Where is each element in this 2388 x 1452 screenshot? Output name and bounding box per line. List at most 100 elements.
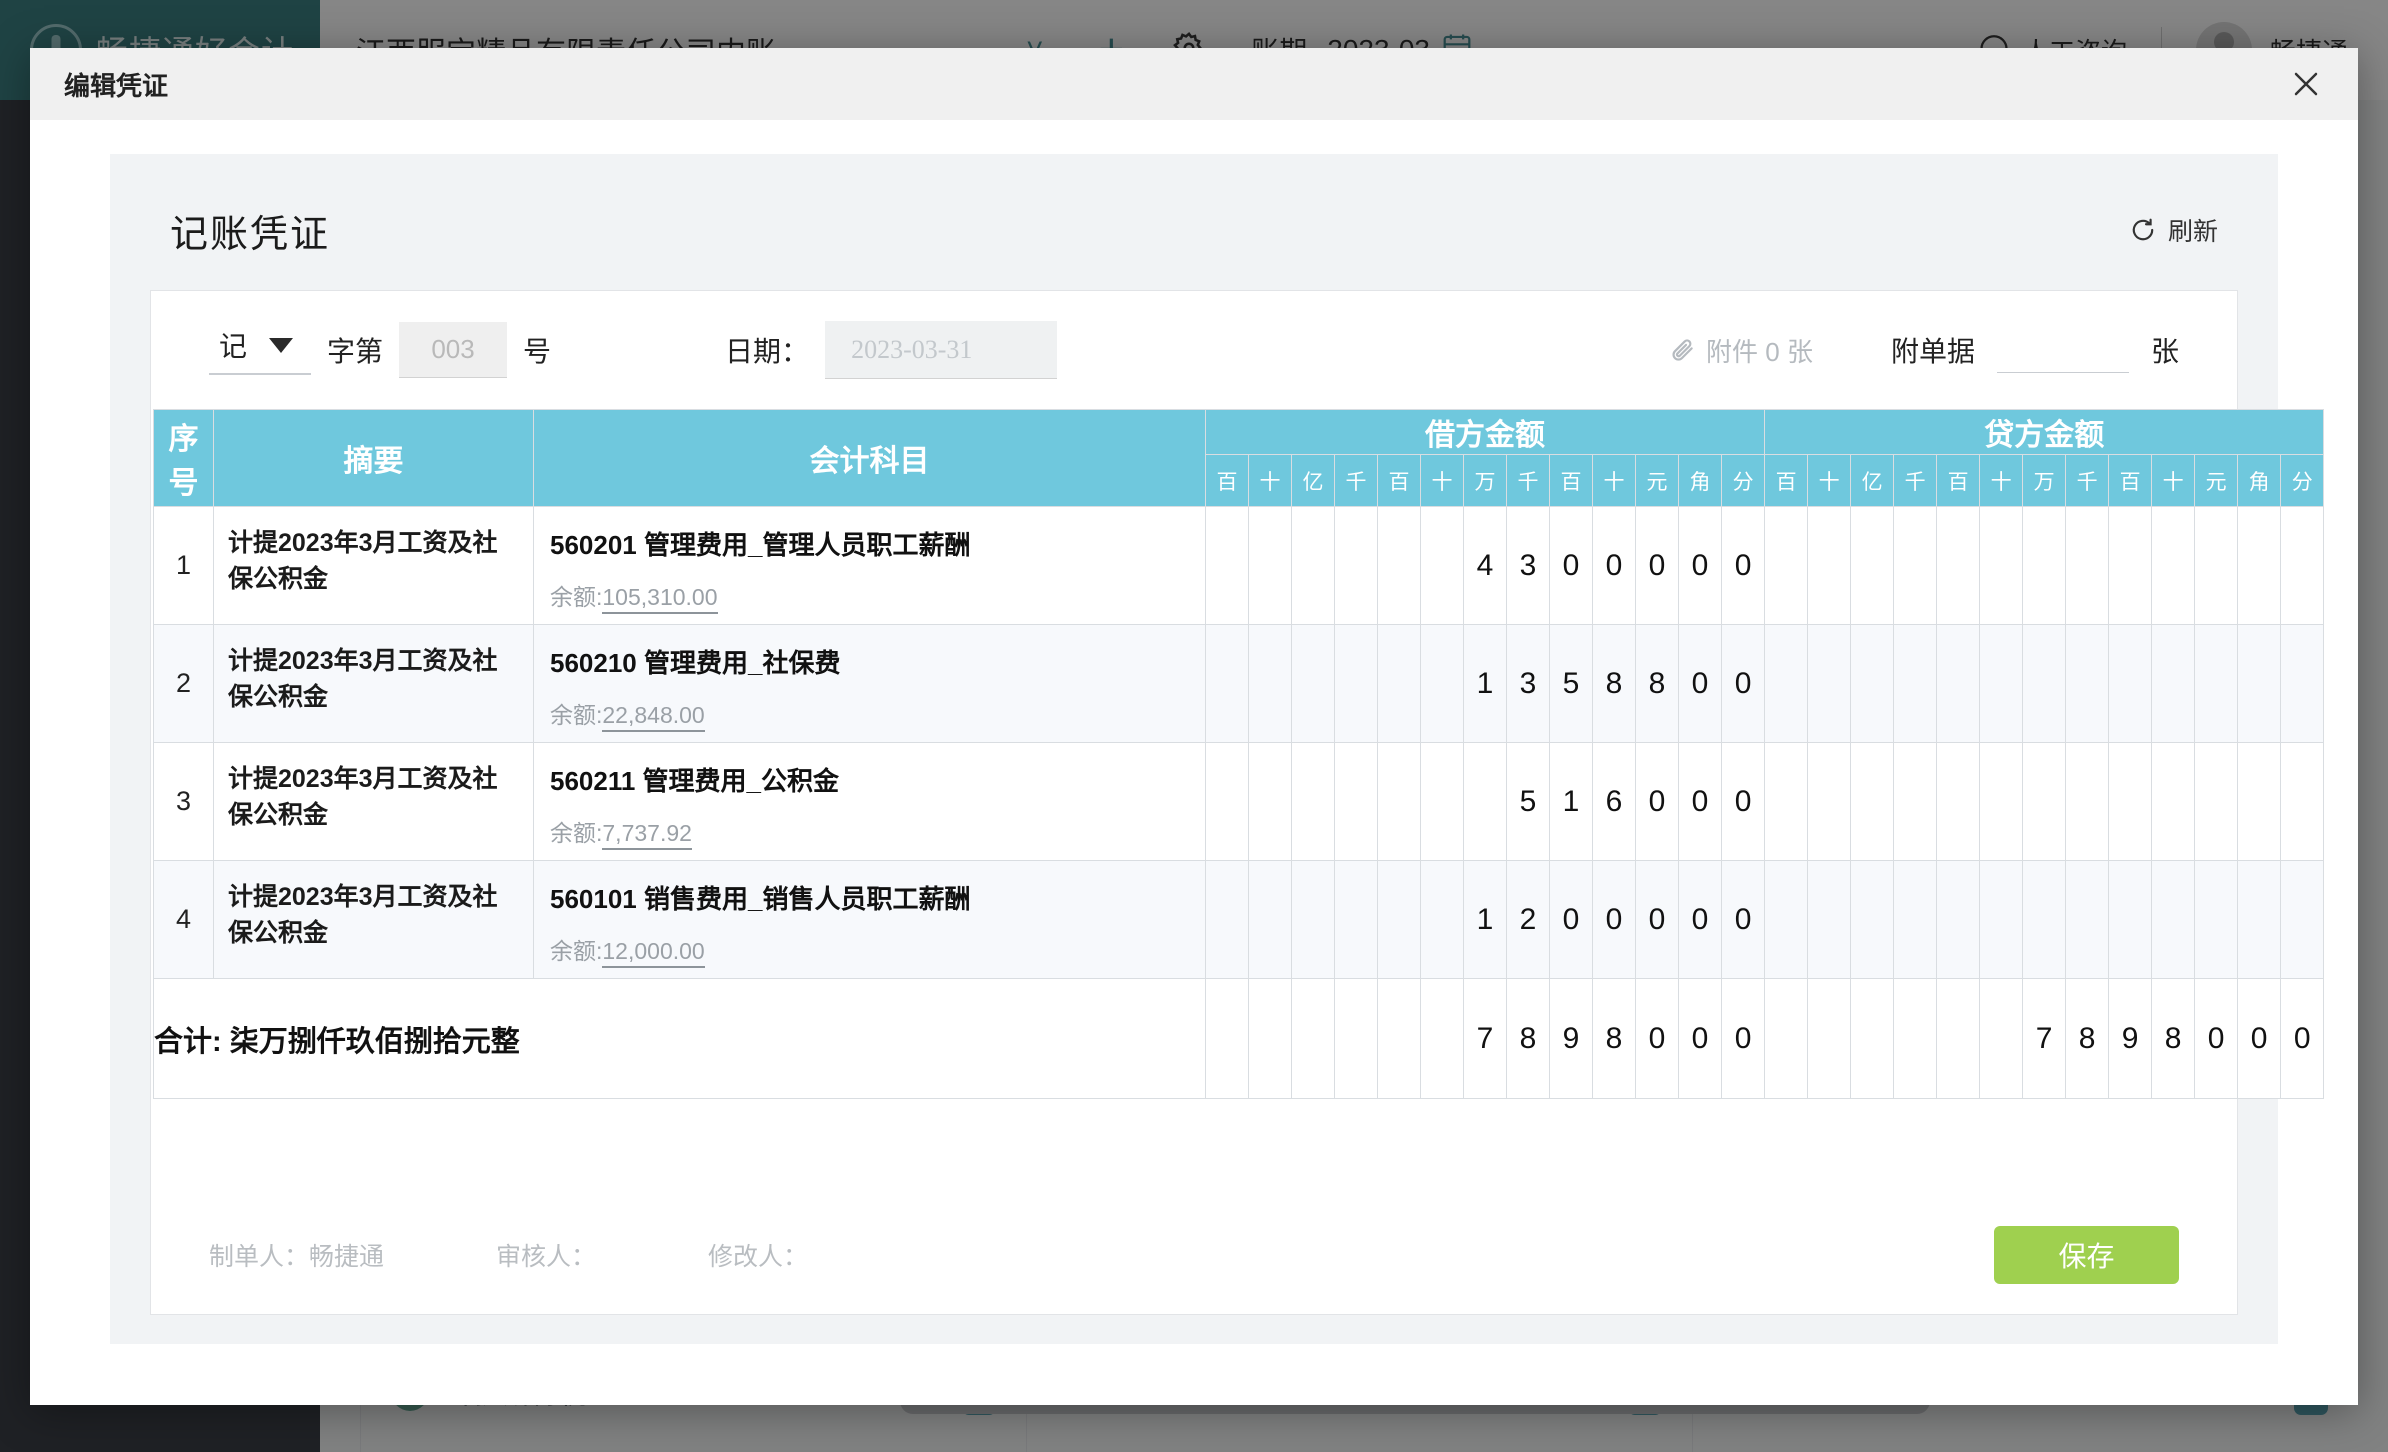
row-debit-digit[interactable]: 1 bbox=[1463, 624, 1507, 743]
row-credit-digit[interactable] bbox=[1850, 860, 1895, 979]
row-account-cell[interactable]: 560211 管理费用_公积金 余额:7,737.92 bbox=[533, 742, 1206, 861]
row-debit-digit[interactable]: 0 bbox=[1549, 506, 1593, 625]
row-debit-digit[interactable] bbox=[1205, 506, 1249, 625]
total-credit-digit[interactable] bbox=[1807, 978, 1852, 1099]
row-debit-digit[interactable]: 4 bbox=[1463, 506, 1507, 625]
row-credit-digit[interactable] bbox=[2108, 860, 2153, 979]
row-credit-digit[interactable] bbox=[1979, 860, 2024, 979]
row-account-cell[interactable]: 560210 管理费用_社保费 余额:22,848.00 bbox=[533, 624, 1206, 743]
row-account-cell[interactable]: 560201 管理费用_管理人员职工薪酬 余额:105,310.00 bbox=[533, 506, 1206, 625]
row-debit-digit[interactable] bbox=[1377, 860, 1421, 979]
total-debit-digit[interactable] bbox=[1334, 978, 1378, 1099]
row-debit-digit[interactable]: 0 bbox=[1592, 506, 1636, 625]
total-debit-digit[interactable] bbox=[1377, 978, 1421, 1099]
row-debit-digit[interactable]: 0 bbox=[1635, 742, 1679, 861]
row-debit-digit[interactable]: 1 bbox=[1549, 742, 1593, 861]
row-credit-digit[interactable] bbox=[1979, 506, 2024, 625]
row-credit-digit[interactable] bbox=[2280, 860, 2325, 979]
row-credit-digit[interactable] bbox=[2108, 742, 2153, 861]
total-debit-digit[interactable]: 0 bbox=[1720, 978, 1766, 1099]
total-debit-digit[interactable]: 9 bbox=[1549, 978, 1593, 1099]
row-credit-digit[interactable] bbox=[2065, 860, 2110, 979]
total-debit-digit[interactable] bbox=[1291, 978, 1335, 1099]
row-debit-digit[interactable] bbox=[1205, 742, 1249, 861]
row-debit-digit[interactable] bbox=[1377, 742, 1421, 861]
row-debit-digit[interactable]: 0 bbox=[1720, 506, 1766, 625]
row-credit-digit[interactable] bbox=[1936, 624, 1981, 743]
row-abstract[interactable]: 计提2023年3月工资及社保公积金 bbox=[213, 506, 534, 625]
row-credit-digit[interactable] bbox=[2280, 624, 2325, 743]
row-abstract[interactable]: 计提2023年3月工资及社保公积金 bbox=[213, 742, 534, 861]
save-button[interactable]: 保存 bbox=[1994, 1226, 2179, 1284]
row-debit-digit[interactable] bbox=[1420, 506, 1464, 625]
row-debit-digit[interactable]: 2 bbox=[1506, 860, 1550, 979]
total-credit-digit[interactable]: 8 bbox=[2151, 978, 2196, 1099]
row-debit-digit[interactable] bbox=[1291, 624, 1335, 743]
row-credit-digit[interactable] bbox=[2022, 506, 2067, 625]
row-credit-digit[interactable] bbox=[1764, 742, 1809, 861]
attachment-button[interactable]: 附件 0 张 bbox=[1670, 332, 1813, 369]
total-debit-digit[interactable]: 8 bbox=[1506, 978, 1550, 1099]
row-debit-digit[interactable]: 0 bbox=[1549, 860, 1593, 979]
voucher-word-select[interactable]: 记 bbox=[209, 325, 312, 375]
row-credit-digit[interactable] bbox=[1764, 860, 1809, 979]
row-credit-digit[interactable] bbox=[2194, 624, 2239, 743]
row-debit-digit[interactable]: 5 bbox=[1549, 624, 1593, 743]
row-debit-digit[interactable]: 8 bbox=[1635, 624, 1679, 743]
row-credit-digit[interactable] bbox=[2022, 742, 2067, 861]
total-credit-digit[interactable]: 0 bbox=[2194, 978, 2239, 1099]
row-debit-digit[interactable] bbox=[1248, 742, 1292, 861]
row-debit-digit[interactable]: 5 bbox=[1506, 742, 1550, 861]
row-credit-digit[interactable] bbox=[1850, 742, 1895, 861]
row-credit-digit[interactable] bbox=[1850, 624, 1895, 743]
row-debit-digit[interactable]: 0 bbox=[1678, 624, 1722, 743]
row-debit-digit[interactable]: 3 bbox=[1506, 624, 1550, 743]
row-credit-digit[interactable] bbox=[1936, 860, 1981, 979]
row-credit-digit[interactable] bbox=[2237, 506, 2282, 625]
row-credit-digit[interactable] bbox=[2237, 860, 2282, 979]
row-credit-digit[interactable] bbox=[2151, 506, 2196, 625]
row-credit-digit[interactable] bbox=[1807, 860, 1852, 979]
row-credit-digit[interactable] bbox=[1764, 624, 1809, 743]
row-debit-digit[interactable]: 6 bbox=[1592, 742, 1636, 861]
row-credit-digit[interactable] bbox=[1893, 624, 1938, 743]
row-credit-digit[interactable] bbox=[1936, 506, 1981, 625]
total-debit-digit[interactable] bbox=[1420, 978, 1464, 1099]
row-debit-digit[interactable]: 0 bbox=[1678, 506, 1722, 625]
row-debit-digit[interactable]: 0 bbox=[1720, 624, 1766, 743]
row-credit-digit[interactable] bbox=[1807, 624, 1852, 743]
total-debit-digit[interactable]: 0 bbox=[1678, 978, 1722, 1099]
table-row[interactable]: 3 计提2023年3月工资及社保公积金 560211 管理费用_公积金 余额:7,73… bbox=[153, 742, 2325, 861]
total-debit-digit[interactable]: 8 bbox=[1592, 978, 1636, 1099]
row-credit-digit[interactable] bbox=[2280, 506, 2325, 625]
row-debit-digit[interactable] bbox=[1420, 860, 1464, 979]
row-debit-digit[interactable] bbox=[1248, 506, 1292, 625]
row-credit-digit[interactable] bbox=[2151, 742, 2196, 861]
row-debit-digit[interactable] bbox=[1205, 860, 1249, 979]
table-row[interactable]: 1 计提2023年3月工资及社保公积金 560201 管理费用_管理人员职工薪酬 余额… bbox=[153, 506, 2325, 625]
row-credit-digit[interactable] bbox=[2065, 742, 2110, 861]
voucher-number-input[interactable]: 003 bbox=[399, 322, 508, 378]
row-abstract[interactable]: 计提2023年3月工资及社保公积金 bbox=[213, 860, 534, 979]
row-credit-digit[interactable] bbox=[2065, 624, 2110, 743]
row-credit-digit[interactable] bbox=[2237, 742, 2282, 861]
row-debit-digit[interactable] bbox=[1248, 624, 1292, 743]
row-debit-digit[interactable]: 0 bbox=[1678, 742, 1722, 861]
row-debit-digit[interactable]: 1 bbox=[1463, 860, 1507, 979]
row-credit-digit[interactable] bbox=[2194, 742, 2239, 861]
total-credit-digit[interactable] bbox=[1850, 978, 1895, 1099]
total-credit-digit[interactable]: 0 bbox=[2280, 978, 2325, 1099]
row-credit-digit[interactable] bbox=[1764, 506, 1809, 625]
total-credit-digit[interactable] bbox=[1893, 978, 1938, 1099]
row-credit-digit[interactable] bbox=[2194, 506, 2239, 625]
row-debit-digit[interactable] bbox=[1377, 624, 1421, 743]
total-credit-digit[interactable]: 7 bbox=[2022, 978, 2067, 1099]
row-credit-digit[interactable] bbox=[1893, 506, 1938, 625]
refresh-button[interactable]: 刷新 bbox=[2130, 212, 2218, 248]
row-debit-digit[interactable]: 0 bbox=[1720, 860, 1766, 979]
row-debit-digit[interactable] bbox=[1334, 742, 1378, 861]
row-debit-digit[interactable] bbox=[1334, 506, 1378, 625]
row-credit-digit[interactable] bbox=[1893, 860, 1938, 979]
row-credit-digit[interactable] bbox=[2022, 860, 2067, 979]
row-credit-digit[interactable] bbox=[2022, 624, 2067, 743]
